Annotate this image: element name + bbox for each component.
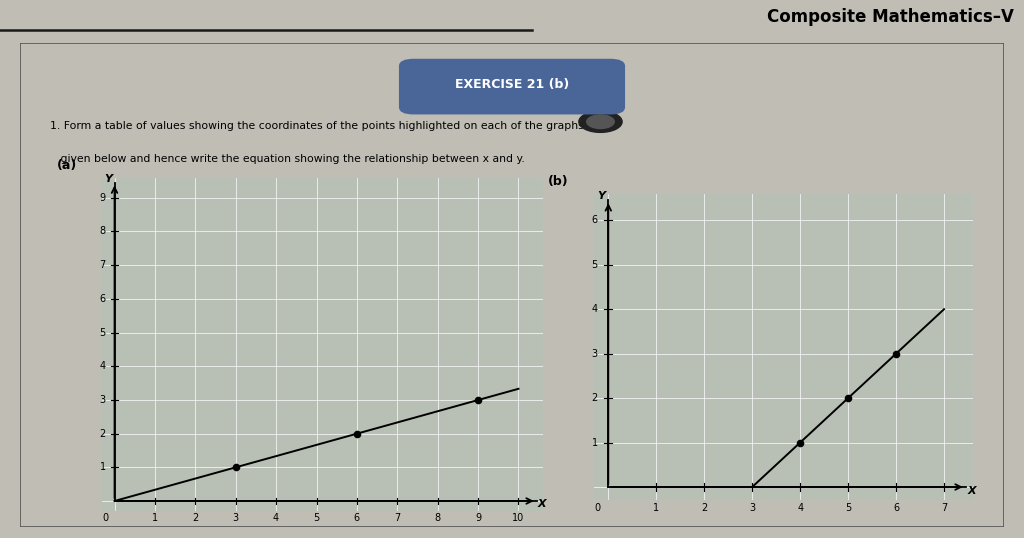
Text: 5: 5 (99, 328, 105, 337)
Text: (b): (b) (548, 175, 568, 188)
Text: given below and hence write the equation showing the relationship between x and : given below and hence write the equation… (50, 154, 524, 165)
Text: 5: 5 (313, 513, 319, 523)
Point (349, 429, 366, 438)
Text: 3: 3 (99, 395, 105, 405)
Point (888, 349, 904, 358)
Text: 0: 0 (595, 502, 601, 513)
Text: 1: 1 (653, 502, 659, 513)
Text: 8: 8 (434, 513, 440, 523)
Text: X: X (538, 499, 546, 509)
Text: 2: 2 (99, 429, 105, 438)
Point (470, 395, 486, 404)
Text: 6: 6 (354, 513, 360, 523)
Text: 1: 1 (592, 437, 598, 448)
Circle shape (587, 115, 614, 129)
Text: X: X (968, 486, 976, 497)
Text: 1: 1 (152, 513, 158, 523)
Text: 7: 7 (99, 260, 105, 270)
Text: 1: 1 (99, 462, 105, 472)
Point (840, 394, 856, 402)
Text: 6: 6 (893, 502, 899, 513)
Text: EXERCISE 21 (b): EXERCISE 21 (b) (455, 77, 569, 91)
Text: 2: 2 (701, 502, 708, 513)
Text: 2: 2 (193, 513, 199, 523)
Text: 4: 4 (797, 502, 803, 513)
Text: 10: 10 (512, 513, 524, 523)
FancyBboxPatch shape (399, 59, 625, 115)
Text: 5: 5 (845, 502, 851, 513)
Text: 0: 0 (102, 513, 109, 523)
Text: 8: 8 (99, 226, 105, 236)
Text: 7: 7 (394, 513, 400, 523)
Text: 7: 7 (941, 502, 947, 513)
Text: 9: 9 (475, 513, 481, 523)
Text: 6: 6 (592, 215, 598, 225)
Point (792, 438, 808, 447)
Text: 4: 4 (99, 361, 105, 371)
Text: 3: 3 (232, 513, 239, 523)
Circle shape (579, 111, 623, 132)
Text: Composite Mathematics–V: Composite Mathematics–V (767, 8, 1014, 26)
Text: 5: 5 (592, 260, 598, 270)
Text: (a): (a) (56, 159, 77, 172)
Text: 4: 4 (273, 513, 280, 523)
Text: 6: 6 (99, 294, 105, 304)
Text: 1. Form a table of values showing the coordinates of the points highlighted on e: 1. Form a table of values showing the co… (50, 121, 584, 131)
Text: 9: 9 (99, 193, 105, 203)
Text: 4: 4 (592, 304, 598, 314)
Point (227, 463, 244, 472)
Text: 3: 3 (592, 349, 598, 359)
Text: Y: Y (597, 191, 605, 201)
Text: Y: Y (104, 174, 113, 184)
Text: 3: 3 (750, 502, 756, 513)
Text: 2: 2 (592, 393, 598, 403)
